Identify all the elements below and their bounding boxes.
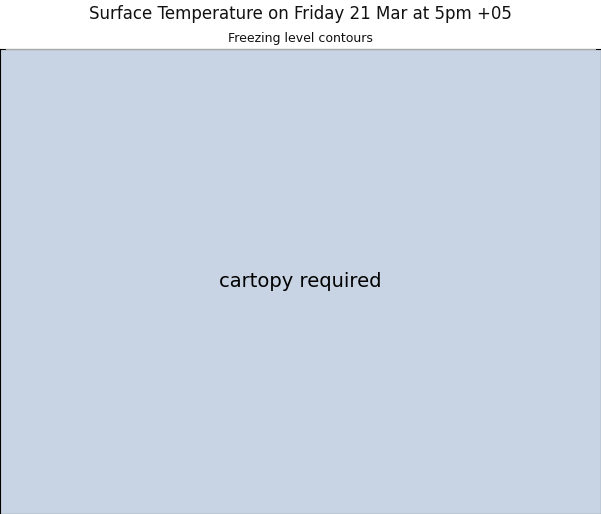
- Text: Surface Temperature on Friday 21 Mar at 5pm +05: Surface Temperature on Friday 21 Mar at …: [89, 5, 512, 23]
- Text: cartopy required: cartopy required: [219, 272, 382, 291]
- Text: Freezing level contours: Freezing level contours: [228, 31, 373, 45]
